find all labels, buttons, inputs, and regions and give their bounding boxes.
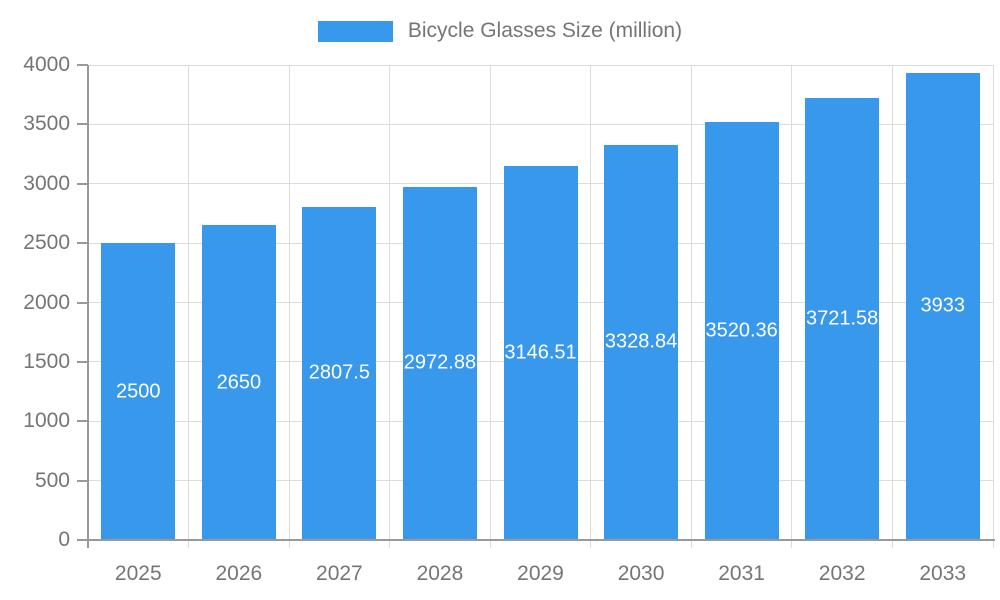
y-tick bbox=[77, 64, 88, 66]
y-tick bbox=[77, 242, 88, 245]
x-tick-label: 2027 bbox=[316, 562, 363, 585]
bar-value-label: 2972.88 bbox=[403, 351, 477, 374]
bar[interactable]: 2650 bbox=[201, 225, 276, 540]
x-tick-label: 2025 bbox=[114, 562, 162, 585]
legend-swatch-icon bbox=[317, 20, 393, 42]
x-tick-label: 2028 bbox=[416, 562, 464, 585]
bar-value-label: 2650 bbox=[216, 371, 262, 394]
bar-value-label: 2500 bbox=[116, 380, 161, 403]
bar-value-label: 3146.51 bbox=[504, 341, 577, 364]
x-tick-label: 2030 bbox=[617, 562, 665, 585]
bar[interactable]: 3721.58 bbox=[805, 98, 880, 540]
y-tick-label: 1500 bbox=[23, 349, 70, 373]
y-tick-label: 2000 bbox=[23, 290, 70, 314]
v-gridline bbox=[992, 65, 994, 548]
y-tick-label: 4000 bbox=[23, 53, 70, 76]
v-gridline bbox=[590, 65, 592, 548]
x-tick-label: 2033 bbox=[919, 562, 967, 585]
h-gridline bbox=[88, 123, 993, 125]
bar[interactable]: 2500 bbox=[101, 243, 176, 540]
x-tick-label: 2029 bbox=[517, 562, 564, 585]
bar[interactable]: 2972.88 bbox=[402, 186, 477, 540]
bar-value-label: 3328.84 bbox=[604, 330, 678, 353]
bar[interactable]: 3146.51 bbox=[503, 166, 578, 540]
y-tick-label: 1000 bbox=[23, 409, 70, 433]
y-tick bbox=[77, 420, 88, 423]
y-tick-label: 3500 bbox=[23, 112, 70, 136]
bar-value-label: 3520.36 bbox=[705, 319, 778, 342]
legend-label: Bicycle Glasses Size (million) bbox=[407, 19, 683, 42]
bar-value-label: 3933 bbox=[920, 294, 965, 317]
y-tick-label: 2500 bbox=[23, 231, 70, 255]
legend[interactable]: Bicycle Glasses Size (million) bbox=[0, 16, 1000, 46]
y-tick-label: 500 bbox=[34, 468, 70, 492]
y-tick bbox=[77, 360, 88, 363]
y-tick-label: 0 bbox=[58, 528, 70, 551]
v-gridline bbox=[891, 65, 893, 548]
v-gridline bbox=[288, 65, 290, 548]
bar[interactable]: 2807.5 bbox=[302, 206, 377, 540]
x-axis bbox=[77, 539, 995, 541]
x-tick-label: 2032 bbox=[818, 562, 866, 585]
v-gridline bbox=[791, 65, 793, 548]
y-axis bbox=[87, 65, 89, 548]
y-tick bbox=[77, 123, 88, 126]
y-tick bbox=[77, 301, 88, 304]
v-gridline bbox=[188, 65, 190, 548]
bar[interactable]: 3520.36 bbox=[704, 121, 779, 540]
y-tick bbox=[77, 479, 88, 482]
v-gridline bbox=[389, 65, 391, 548]
h-gridline bbox=[88, 64, 993, 66]
x-tick-label: 2031 bbox=[718, 562, 765, 585]
bar[interactable]: 3933 bbox=[905, 72, 980, 540]
v-gridline bbox=[489, 65, 491, 548]
bar-value-label: 2807.5 bbox=[308, 361, 370, 384]
x-tick-label: 2026 bbox=[215, 562, 263, 585]
y-tick-label: 3000 bbox=[23, 171, 70, 195]
bar[interactable]: 3328.84 bbox=[604, 144, 679, 540]
bar-value-label: 3721.58 bbox=[806, 307, 879, 330]
v-gridline bbox=[690, 65, 692, 548]
y-tick bbox=[77, 182, 88, 185]
